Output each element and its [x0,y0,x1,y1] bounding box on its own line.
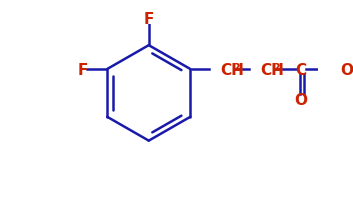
Text: C: C [295,62,306,77]
Text: F: F [77,62,88,77]
Text: OEt: OEt [341,62,353,77]
Text: F: F [144,12,154,27]
Text: CH: CH [260,62,284,77]
Text: 2: 2 [232,62,240,72]
Text: O: O [294,93,307,108]
Text: CH: CH [220,62,244,77]
Text: 2: 2 [273,62,280,72]
